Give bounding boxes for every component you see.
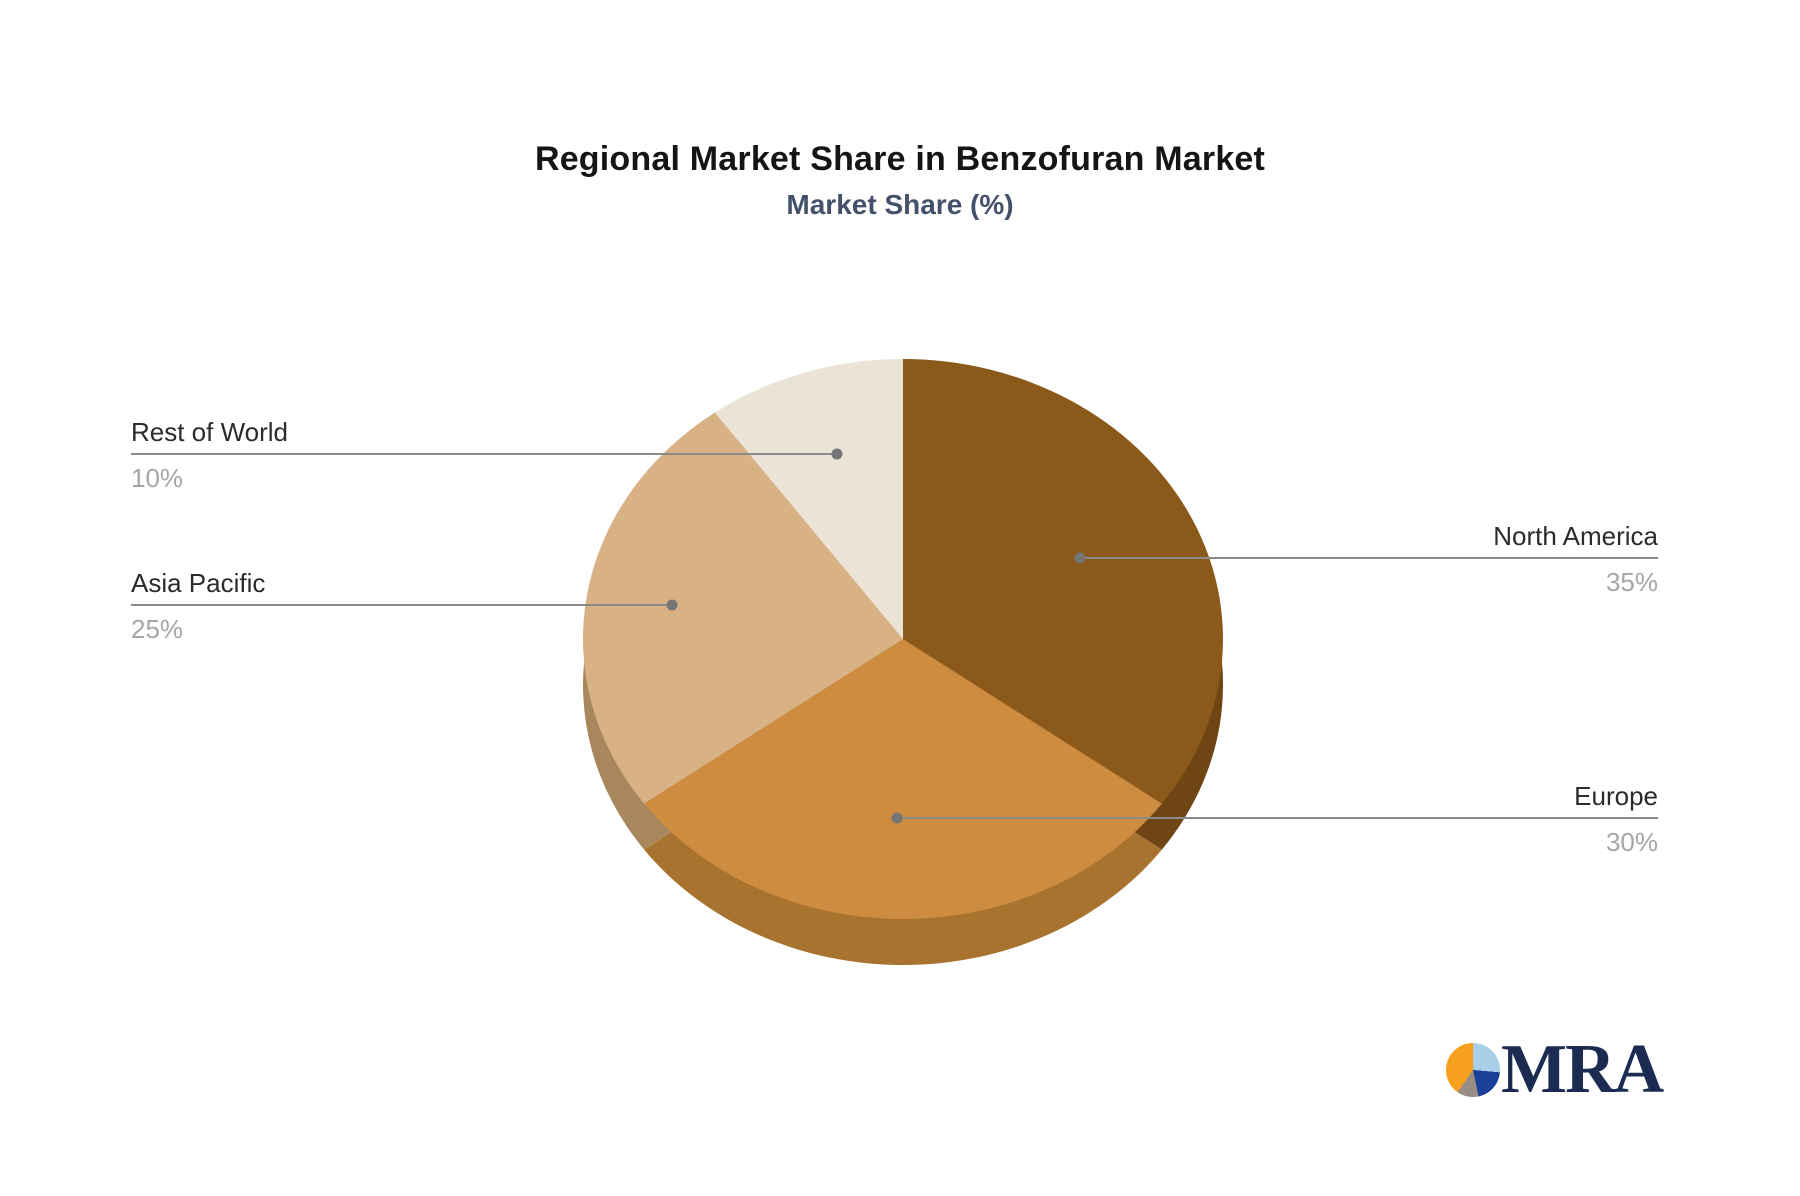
leader-dot xyxy=(831,448,843,460)
slice-label-asia-pacific: Asia Pacific xyxy=(131,568,266,598)
slice-pct-asia-pacific: 25% xyxy=(131,614,184,644)
logo-text: MRA xyxy=(1501,1031,1664,1108)
leader-lines xyxy=(131,448,1658,824)
pie-slice-europe xyxy=(644,639,1162,920)
slice-label-rest-of-world: Rest of World xyxy=(131,417,289,447)
pie-slice-asia-pacific xyxy=(583,412,903,804)
chart-title: Regional Market Share in Benzofuran Mark… xyxy=(534,140,1266,178)
chart-subtitle: Market Share (%) xyxy=(786,189,1014,220)
pie-slice-rest-of-world xyxy=(714,359,903,639)
leader-dot xyxy=(1074,552,1086,564)
leader-dot xyxy=(891,812,903,824)
leader-dot xyxy=(666,599,678,611)
slice-pct-europe: 30% xyxy=(1605,827,1658,857)
slice-pct-rest-of-world: 10% xyxy=(131,463,184,493)
mra-logo: MRA xyxy=(1446,1031,1664,1108)
slice-label-north-america: North America xyxy=(1493,521,1658,551)
pie-slice-north-america xyxy=(903,359,1224,804)
pie-chart-icon xyxy=(1446,1043,1500,1097)
slice-pct-north-america: 35% xyxy=(1605,567,1658,597)
slice-label-europe: Europe xyxy=(1574,781,1658,811)
pie-top-layer xyxy=(583,359,1224,920)
